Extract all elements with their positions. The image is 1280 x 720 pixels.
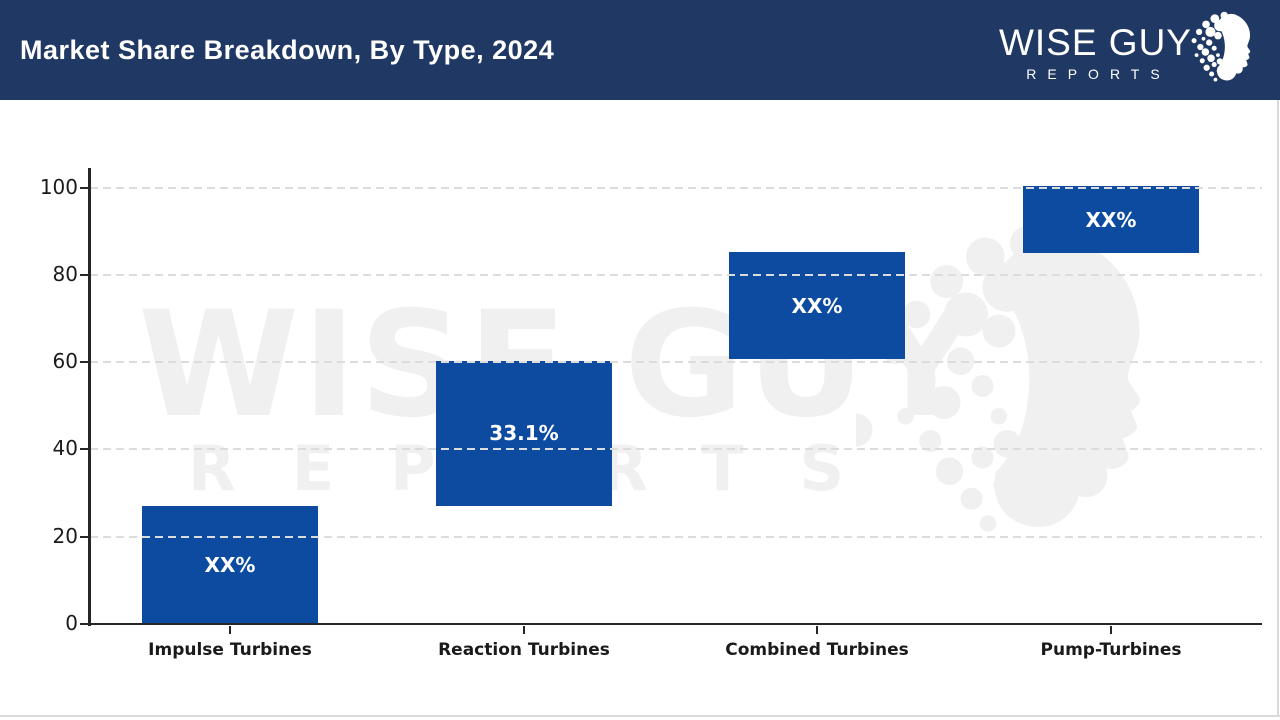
y-tick-label-20: 20 [52,523,78,548]
y-tick-label-40: 40 [52,436,78,461]
gridline-100 [90,186,1262,189]
y-axis-tick-0 [80,623,88,625]
x-tick-label-reaction-turbines: Reaction Turbines [438,640,610,660]
bar-value-label: XX% [791,293,843,318]
bar-value-label: XX% [1085,207,1137,232]
y-axis-tick-40 [80,448,88,451]
x-tick-label-pump-turbines: Pump-Turbines [1040,640,1182,660]
y-tick-label-0: 0 [65,611,78,635]
brand-text: WISE GUY REPORTS [999,24,1192,81]
bar-reaction-turbines: 33.1% [436,361,612,506]
gridline-20 [90,535,1262,538]
gridline-60 [90,361,1262,364]
brand-subtitle: REPORTS [1026,65,1171,82]
brand-logo: WISE GUY REPORTS [999,6,1266,98]
bar-pump-turbines: XX% [1023,186,1199,253]
y-axis-tick-80 [80,273,88,276]
watermark-head-icon [856,226,1140,532]
header: Market Share Breakdown, By Type, 2024 WI… [0,0,1280,100]
brand-head-icon [1191,11,1251,82]
x-tick-label-combined-turbines: Combined Turbines [725,640,909,660]
y-axis-tick-60 [80,361,88,364]
y-tick-label-60: 60 [52,349,78,374]
bar-value-label: 33.1% [489,421,559,446]
gridline-40 [90,448,1262,451]
y-axis-tick-20 [80,535,88,538]
y-tick-label-80: 80 [52,261,78,286]
x-axis-tick [1110,626,1112,634]
x-tick-label-impulse-turbines: Impulse Turbines [148,640,312,660]
y-axis-spine [88,168,91,626]
bar-value-label: XX% [204,552,256,577]
x-axis-tick [523,626,525,634]
page-bottom-border [0,715,1280,717]
bar-combined-turbines: XX% [729,252,905,360]
y-axis-tick-100 [80,186,88,189]
gridline-80 [90,273,1262,276]
page-title: Market Share Breakdown, By Type, 2024 [20,34,555,65]
bar-impulse-turbines: XX% [142,505,318,624]
x-axis-tick [816,626,818,634]
y-tick-label-100: 100 [39,174,78,199]
x-axis-spine [87,622,1262,625]
brand-wordmark: WISE GUY [998,21,1192,63]
x-axis-tick [229,626,231,634]
page-right-border [1277,100,1279,717]
